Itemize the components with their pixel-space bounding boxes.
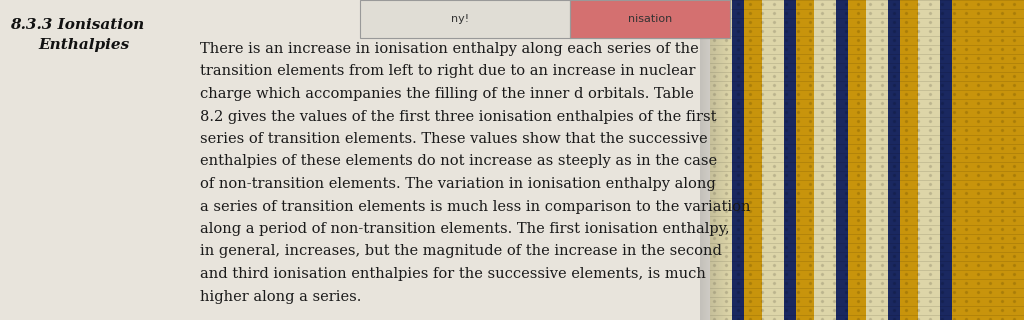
Text: higher along a series.: higher along a series.	[200, 290, 361, 303]
Text: of non-transition elements. The variation in ionisation enthalpy along: of non-transition elements. The variatio…	[200, 177, 716, 191]
Text: a series of transition elements is much less in comparison to the variation: a series of transition elements is much …	[200, 199, 751, 213]
Text: along a period of non-transition elements. The first ionisation enthalpy,: along a period of non-transition element…	[200, 222, 730, 236]
Bar	[918, 0, 940, 320]
Bar	[744, 0, 762, 320]
Bar	[570, 0, 730, 38]
Bar	[940, 0, 952, 320]
Text: There is an increase in ionisation enthalpy along each series of the: There is an increase in ionisation entha…	[200, 42, 698, 56]
Bar	[814, 0, 836, 320]
Bar	[796, 0, 814, 320]
Text: transition elements from left to right due to an increase in nuclear: transition elements from left to right d…	[200, 65, 695, 78]
Bar	[710, 0, 1024, 320]
Text: Enthalpies: Enthalpies	[38, 38, 129, 52]
Text: 8.3.3 Ionisation: 8.3.3 Ionisation	[10, 18, 144, 32]
Text: nisation: nisation	[628, 14, 672, 24]
Text: charge which accompanies the filling of the inner d orbitals. Table: charge which accompanies the filling of …	[200, 87, 694, 101]
Bar	[836, 0, 848, 320]
Text: 8.2 gives the values of the first three ionisation enthalpies of the first: 8.2 gives the values of the first three …	[200, 109, 717, 124]
Bar	[360, 0, 730, 38]
Bar	[732, 0, 744, 320]
Polygon shape	[0, 0, 720, 320]
Text: series of transition elements. These values show that the successive: series of transition elements. These val…	[200, 132, 708, 146]
Bar	[710, 0, 732, 320]
Text: in general, increases, but the magnitude of the increase in the second: in general, increases, but the magnitude…	[200, 244, 722, 259]
Bar	[952, 0, 970, 320]
Bar	[888, 0, 900, 320]
Bar	[900, 0, 918, 320]
Bar	[848, 0, 866, 320]
Bar	[784, 0, 796, 320]
Text: and third ionisation enthalpies for the successive elements, is much: and third ionisation enthalpies for the …	[200, 267, 706, 281]
Bar	[762, 0, 784, 320]
Bar	[866, 0, 888, 320]
Text: enthalpies of these elements do not increase as steeply as in the case: enthalpies of these elements do not incr…	[200, 155, 717, 169]
Text: ny!: ny!	[451, 14, 469, 24]
